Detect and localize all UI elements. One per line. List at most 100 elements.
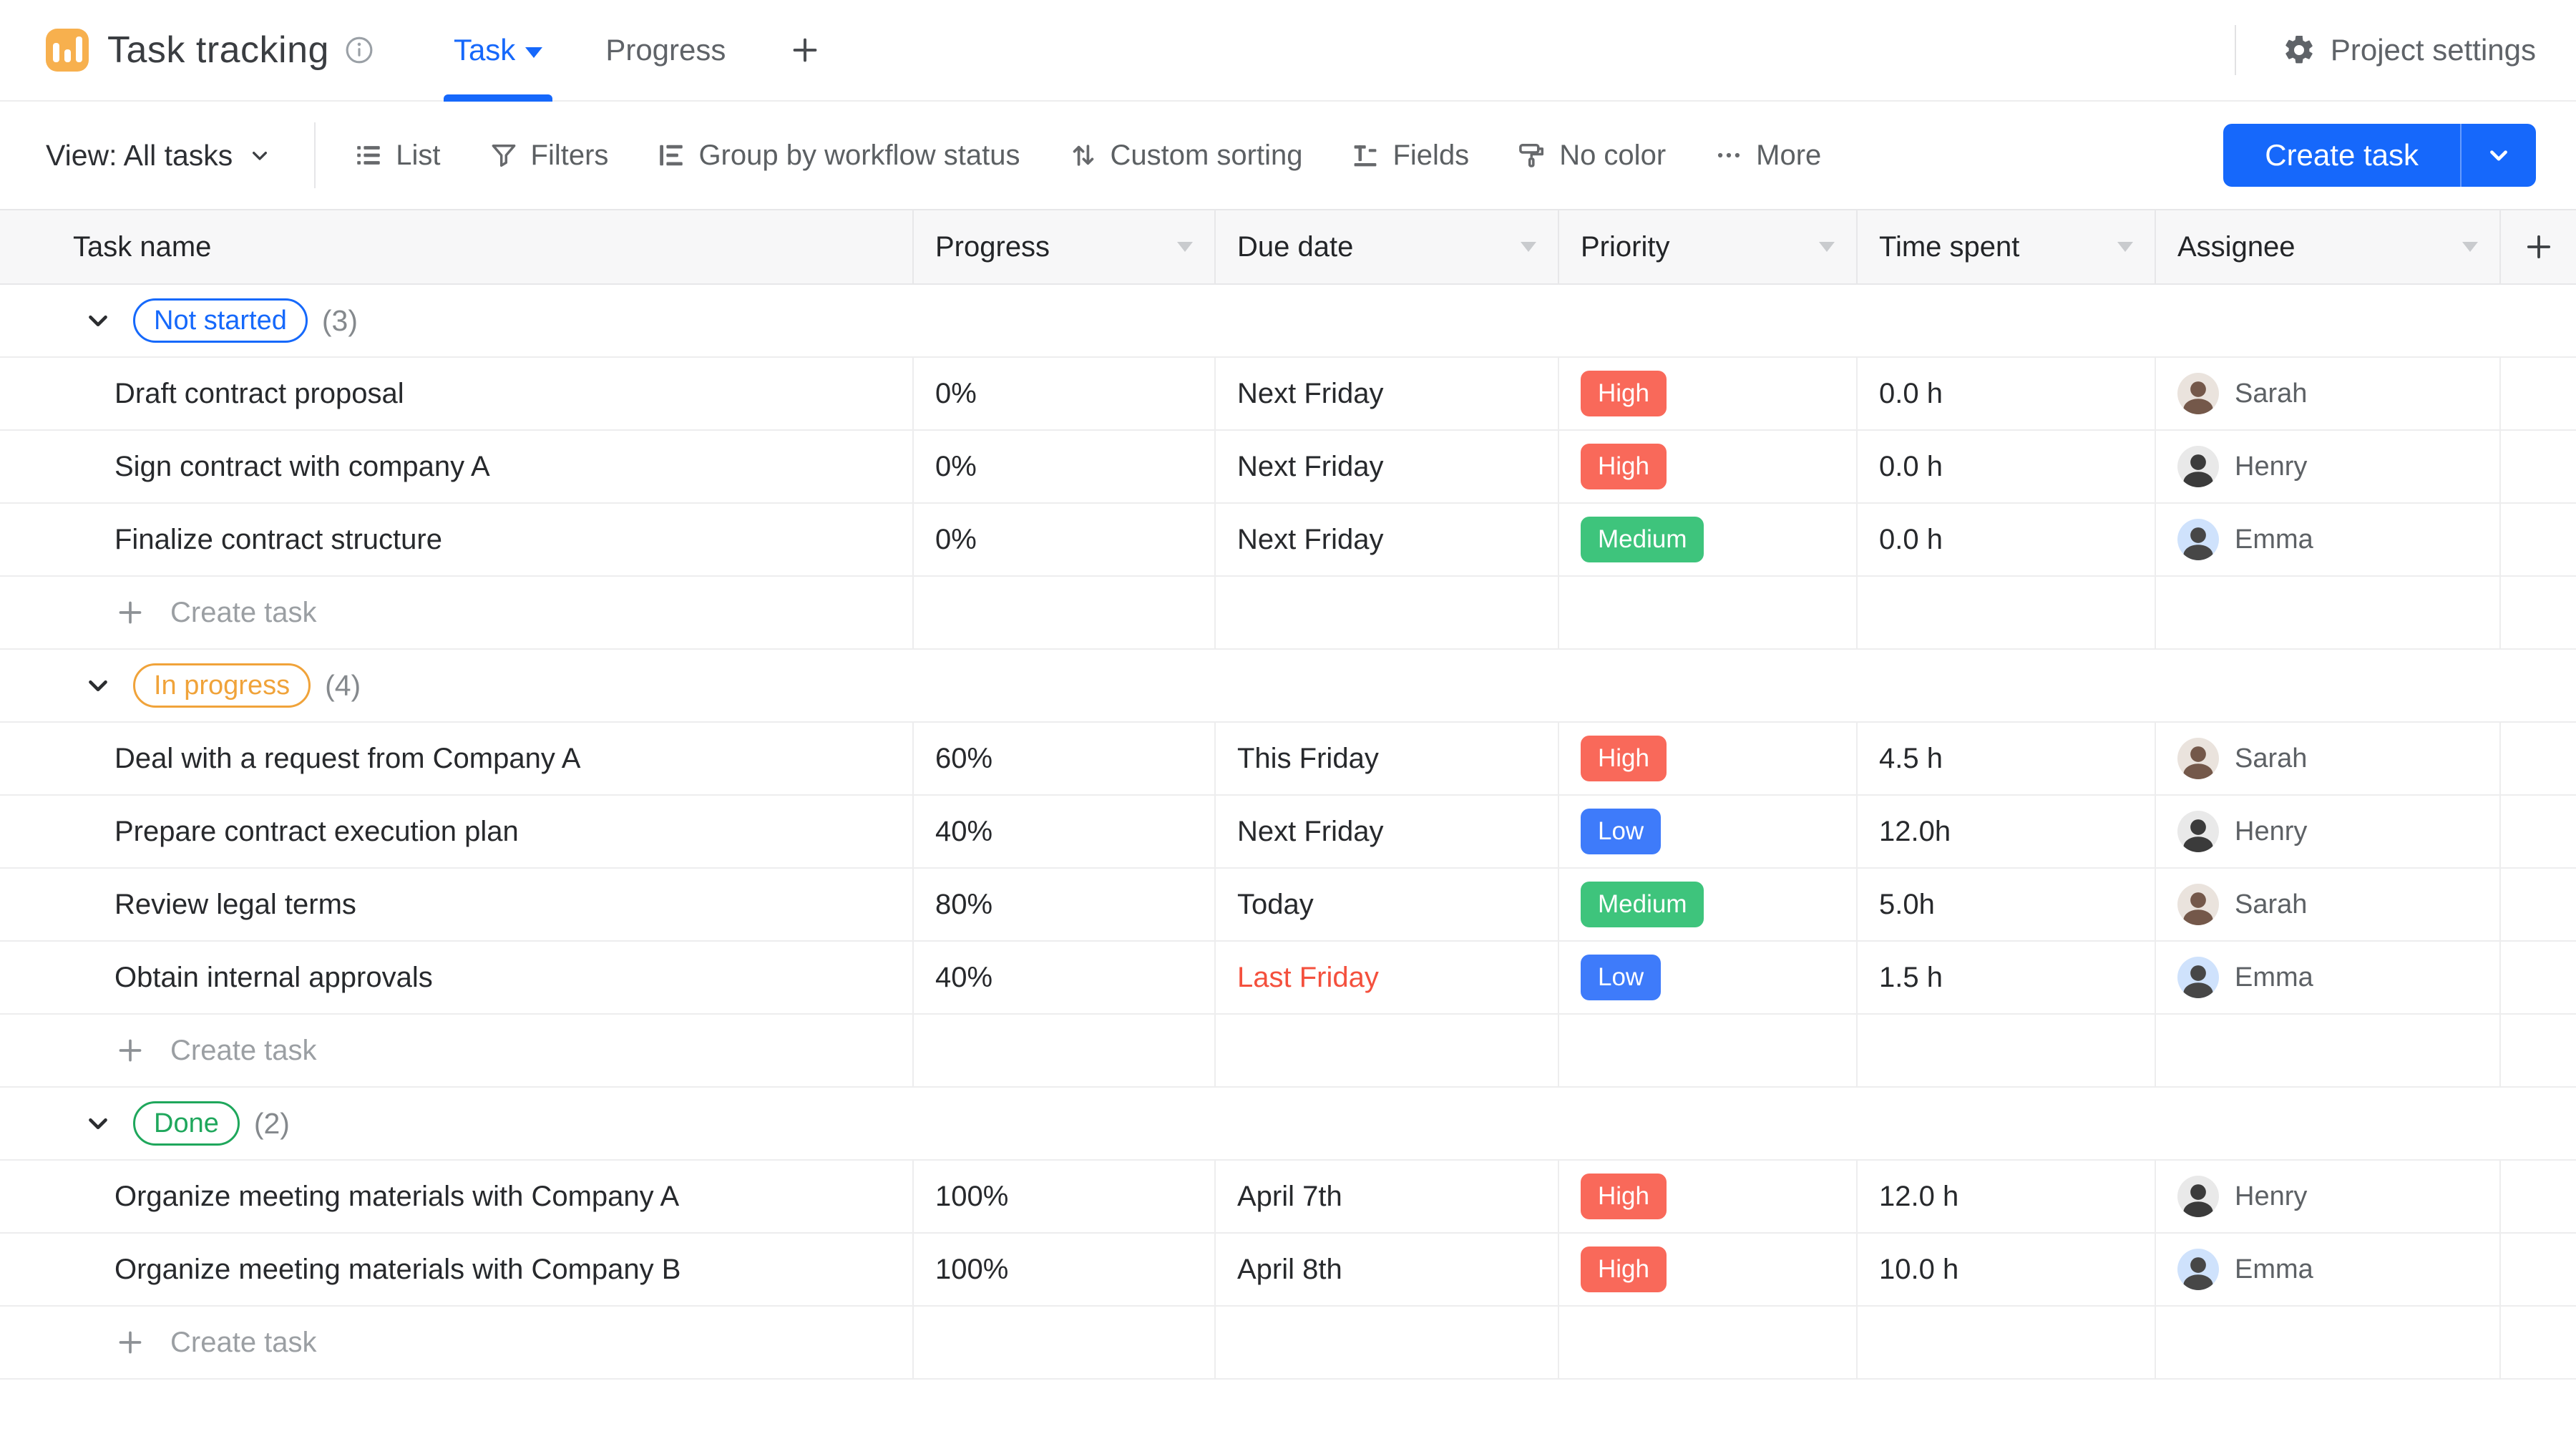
progress-value: 100%	[935, 1253, 1009, 1285]
column-header-assignee[interactable]: Assignee	[2155, 210, 2499, 283]
due-date-cell[interactable]: April 7th	[1214, 1161, 1558, 1232]
create-task-dropdown-button[interactable]	[2462, 124, 2536, 187]
priority-cell[interactable]: High	[1558, 358, 1856, 429]
time-spent-cell[interactable]: 12.0h	[1856, 796, 2155, 867]
task-name-cell[interactable]: Review legal terms	[0, 869, 912, 940]
assignee-cell[interactable]: Sarah	[2155, 723, 2499, 794]
due-date-cell[interactable]: April 8th	[1214, 1234, 1558, 1305]
task-name-cell[interactable]: Draft contract proposal	[0, 358, 912, 429]
time-spent-cell[interactable]: 5.0h	[1856, 869, 2155, 940]
filters-button[interactable]: Filters	[488, 140, 608, 172]
progress-cell[interactable]: 60%	[912, 723, 1214, 794]
column-header-progress[interactable]: Progress	[912, 210, 1214, 283]
list-view-button[interactable]: List	[353, 140, 441, 172]
time-spent-cell[interactable]: 0.0 h	[1856, 431, 2155, 502]
priority-cell[interactable]: High	[1558, 1161, 1856, 1232]
progress-cell[interactable]: 0%	[912, 358, 1214, 429]
empty-cell	[2155, 1015, 2499, 1086]
priority-cell[interactable]: High	[1558, 1234, 1856, 1305]
assignee-cell[interactable]: Emma	[2155, 504, 2499, 575]
assignee-cell[interactable]: Sarah	[2155, 358, 2499, 429]
view-selector[interactable]: View: All tasks	[46, 139, 274, 172]
task-name-cell[interactable]: Prepare contract execution plan	[0, 796, 912, 867]
tab-progress[interactable]: Progress	[595, 0, 736, 100]
column-header-priority[interactable]: Priority	[1558, 210, 1856, 283]
create-task-inline-button[interactable]: Create task	[0, 1015, 912, 1086]
empty-cell	[1214, 577, 1558, 648]
time-spent-value: 0.0 h	[1879, 450, 1943, 482]
group-header-in-progress[interactable]: In progress (4)	[0, 650, 2576, 723]
priority-cell[interactable]: Low	[1558, 942, 1856, 1013]
column-header-label: Task name	[73, 230, 212, 263]
progress-cell[interactable]: 100%	[912, 1161, 1214, 1232]
create-task-button[interactable]: Create task	[2265, 138, 2419, 172]
avatar-image	[2183, 965, 2213, 998]
priority-cell[interactable]: Medium	[1558, 504, 1856, 575]
tab-task[interactable]: Task	[443, 0, 553, 102]
add-tab-button[interactable]	[779, 0, 831, 100]
time-spent-cell[interactable]: 0.0 h	[1856, 504, 2155, 575]
avatar	[2177, 1249, 2219, 1290]
priority-cell[interactable]: Medium	[1558, 869, 1856, 940]
info-icon[interactable]	[343, 34, 375, 66]
time-spent-cell[interactable]: 4.5 h	[1856, 723, 2155, 794]
group-by-label: Group by workflow status	[698, 139, 1020, 171]
task-name-cell[interactable]: Finalize contract structure	[0, 504, 912, 575]
group-header-not-started[interactable]: Not started (3)	[0, 285, 2576, 358]
assignee-cell[interactable]: Henry	[2155, 431, 2499, 502]
priority-cell[interactable]: Low	[1558, 796, 1856, 867]
progress-cell[interactable]: 100%	[912, 1234, 1214, 1305]
progress-cell[interactable]: 0%	[912, 504, 1214, 575]
create-task-inline-button[interactable]: Create task	[0, 1307, 912, 1378]
fields-button[interactable]: Fields	[1350, 140, 1469, 172]
priority-cell[interactable]: High	[1558, 723, 1856, 794]
assignee-cell[interactable]: Henry	[2155, 1161, 2499, 1232]
column-header-time-spent[interactable]: Time spent	[1856, 210, 2155, 283]
time-spent-cell[interactable]: 10.0 h	[1856, 1234, 2155, 1305]
create-task-inline-button[interactable]: Create task	[0, 577, 912, 648]
column-header-label: Time spent	[1879, 230, 2020, 263]
empty-cell	[1214, 1015, 1558, 1086]
task-name-cell[interactable]: Deal with a request from Company A	[0, 723, 912, 794]
progress-cell[interactable]: 0%	[912, 431, 1214, 502]
column-header-task-name[interactable]: Task name	[0, 210, 912, 283]
due-date-cell[interactable]: Today	[1214, 869, 1558, 940]
assignee-cell[interactable]: Emma	[2155, 942, 2499, 1013]
time-spent-cell[interactable]: 0.0 h	[1856, 358, 2155, 429]
priority-cell[interactable]: High	[1558, 431, 1856, 502]
due-date-value: April 7th	[1237, 1180, 1342, 1212]
no-color-button[interactable]: No color	[1516, 140, 1666, 172]
due-date-cell[interactable]: Next Friday	[1214, 796, 1558, 867]
due-date-cell[interactable]: Next Friday	[1214, 431, 1558, 502]
assignee-cell[interactable]: Emma	[2155, 1234, 2499, 1305]
custom-sorting-button[interactable]: Custom sorting	[1068, 140, 1302, 172]
add-column-button[interactable]	[2499, 210, 2576, 283]
task-name: Review legal terms	[114, 888, 356, 920]
assignee-cell[interactable]: Henry	[2155, 796, 2499, 867]
more-button[interactable]: More	[1713, 140, 1821, 172]
due-date-cell[interactable]: This Friday	[1214, 723, 1558, 794]
avatar	[2177, 1176, 2219, 1217]
column-header-label: Progress	[935, 230, 1050, 263]
task-name-cell[interactable]: Sign contract with company A	[0, 431, 912, 502]
project-settings-button[interactable]: Project settings	[2282, 33, 2536, 67]
row-extra-cell	[2499, 723, 2576, 794]
group-by-button[interactable]: Group by workflow status	[655, 140, 1020, 172]
task-name-cell[interactable]: Organize meeting materials with Company …	[0, 1161, 912, 1232]
column-header-due-date[interactable]: Due date	[1214, 210, 1558, 283]
due-date-cell[interactable]: Next Friday	[1214, 358, 1558, 429]
progress-cell[interactable]: 40%	[912, 796, 1214, 867]
progress-cell[interactable]: 40%	[912, 942, 1214, 1013]
time-spent-cell[interactable]: 1.5 h	[1856, 942, 2155, 1013]
due-date-cell[interactable]: Next Friday	[1214, 504, 1558, 575]
due-date-value: Next Friday	[1237, 523, 1384, 555]
time-spent-cell[interactable]: 12.0 h	[1856, 1161, 2155, 1232]
table-row: Organize meeting materials with Company …	[0, 1161, 2576, 1234]
group-header-done[interactable]: Done (2)	[0, 1088, 2576, 1161]
task-name-cell[interactable]: Obtain internal approvals	[0, 942, 912, 1013]
assignee-cell[interactable]: Sarah	[2155, 869, 2499, 940]
progress-cell[interactable]: 80%	[912, 869, 1214, 940]
due-date-cell[interactable]: Last Friday	[1214, 942, 1558, 1013]
task-name-cell[interactable]: Organize meeting materials with Company …	[0, 1234, 912, 1305]
app-logo-icon	[46, 29, 89, 72]
